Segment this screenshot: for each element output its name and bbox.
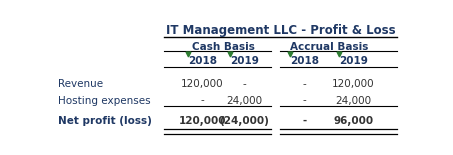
Text: 24,000: 24,000 xyxy=(226,96,262,106)
Text: (24,000): (24,000) xyxy=(220,116,270,126)
Text: 120,000: 120,000 xyxy=(332,79,375,89)
Text: 2019: 2019 xyxy=(339,56,368,66)
Text: 2018: 2018 xyxy=(188,56,217,66)
Text: 2019: 2019 xyxy=(230,56,259,66)
Text: Revenue: Revenue xyxy=(58,79,103,89)
Text: 2018: 2018 xyxy=(289,56,318,66)
Text: 24,000: 24,000 xyxy=(335,96,371,106)
Text: -: - xyxy=(302,116,306,126)
Text: IT Management LLC - Profit & Loss: IT Management LLC - Profit & Loss xyxy=(166,24,395,37)
Text: 120,000: 120,000 xyxy=(181,79,224,89)
Text: 120,000: 120,000 xyxy=(178,116,226,126)
Text: -: - xyxy=(242,79,246,89)
Text: -: - xyxy=(302,79,306,89)
Text: Cash Basis: Cash Basis xyxy=(192,42,255,53)
Text: Accrual Basis: Accrual Basis xyxy=(289,42,368,53)
Text: Hosting expenses: Hosting expenses xyxy=(58,96,151,106)
Text: 96,000: 96,000 xyxy=(333,116,373,126)
Text: Net profit (loss): Net profit (loss) xyxy=(58,116,152,126)
Text: -: - xyxy=(302,96,306,106)
Text: -: - xyxy=(200,96,204,106)
